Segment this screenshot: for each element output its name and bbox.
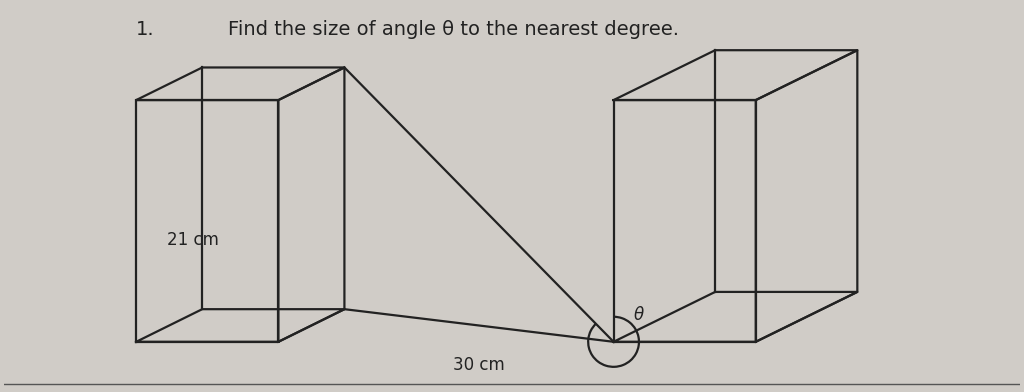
Text: 21 cm: 21 cm — [167, 231, 219, 249]
Text: Find the size of angle θ to the nearest degree.: Find the size of angle θ to the nearest … — [227, 20, 679, 38]
Text: 30 cm: 30 cm — [453, 356, 505, 374]
Text: θ: θ — [634, 306, 644, 324]
Text: 1.: 1. — [136, 20, 155, 38]
